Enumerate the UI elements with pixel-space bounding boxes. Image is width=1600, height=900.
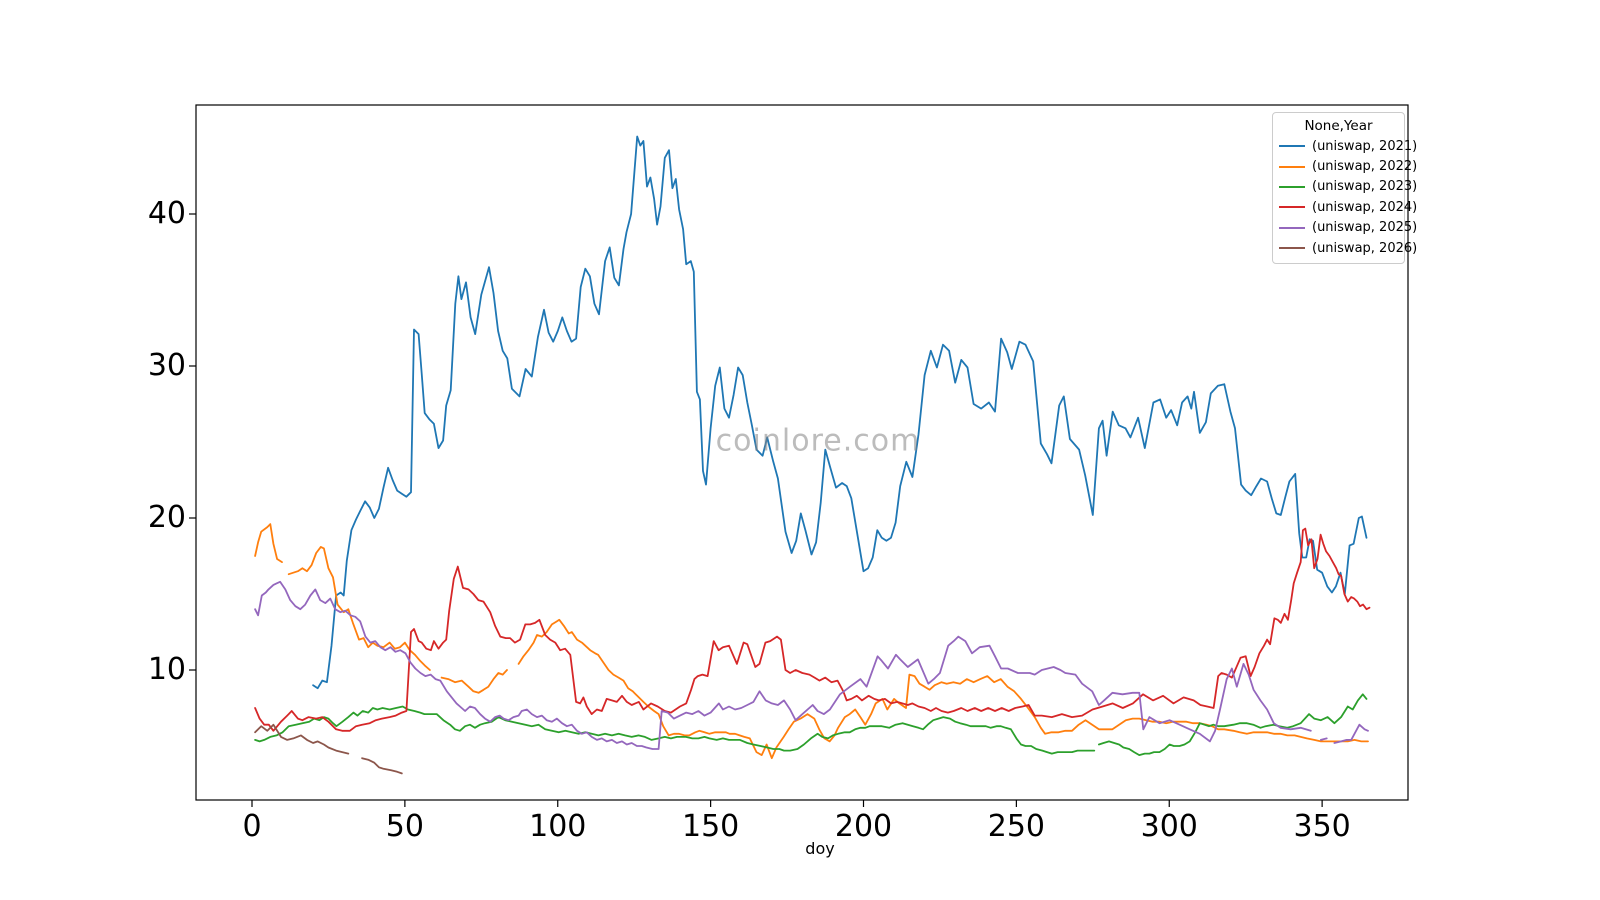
x-tick-label: 300	[1140, 809, 1198, 844]
legend-entry: (uniswap, 2022)	[1279, 156, 1417, 176]
y-tick-label: 40	[147, 196, 186, 231]
x-tick-label: 350	[1293, 809, 1351, 844]
x-tick-label: 150	[681, 809, 740, 844]
legend-entry-label: (uniswap, 2022)	[1312, 159, 1418, 175]
series-line-uniswap-2024	[254, 527, 1371, 732]
legend-entry: (uniswap, 2023)	[1279, 177, 1417, 197]
x-tick-label: 50	[385, 809, 424, 844]
x-tick-label: 100	[529, 809, 587, 844]
legend-entries: (uniswap, 2021) (uniswap, 2022) (uniswap, …	[1279, 136, 1417, 258]
legend-line-swatch	[1279, 165, 1305, 168]
series-line-uniswap-2025	[254, 580, 1369, 750]
series-line-uniswap-2023	[254, 693, 1368, 756]
series-line-uniswap-2026	[254, 723, 403, 775]
legend-line-swatch	[1279, 185, 1305, 188]
legend-line-swatch	[1279, 226, 1305, 229]
axes-spines	[195, 104, 1409, 801]
legend-entry: (uniswap, 2026)	[1279, 238, 1417, 258]
legend-line-swatch	[1279, 247, 1305, 250]
legend-entry-label: (uniswap, 2021)	[1312, 138, 1418, 154]
legend-entry-label: (uniswap, 2025)	[1312, 220, 1418, 236]
legend: None,Year (uniswap, 2021) (uniswap, 2022)…	[1272, 112, 1417, 265]
legend-entry: (uniswap, 2024)	[1279, 197, 1417, 217]
y-tick-label: 30	[147, 348, 186, 383]
legend-entry: (uniswap, 2021)	[1279, 136, 1417, 156]
series-line-uniswap-2021	[312, 135, 1368, 690]
legend-line-swatch	[1279, 145, 1305, 148]
legend-entry: (uniswap, 2025)	[1279, 218, 1417, 238]
legend-entry-label: (uniswap, 2024)	[1312, 199, 1418, 215]
legend-title: None,Year	[1304, 118, 1373, 134]
legend-line-swatch	[1279, 206, 1305, 209]
y-tick-label: 10	[147, 652, 186, 687]
legend-entry-label: (uniswap, 2026)	[1312, 240, 1418, 256]
legend-entry-label: (uniswap, 2023)	[1312, 179, 1418, 195]
x-axis-label: doy	[805, 839, 835, 858]
y-tick-label: 20	[147, 500, 186, 535]
x-tick-label: 0	[242, 809, 262, 844]
x-tick-label: 200	[834, 809, 893, 844]
series-line-uniswap-2022	[254, 523, 1369, 760]
x-tick-label: 250	[987, 809, 1046, 844]
